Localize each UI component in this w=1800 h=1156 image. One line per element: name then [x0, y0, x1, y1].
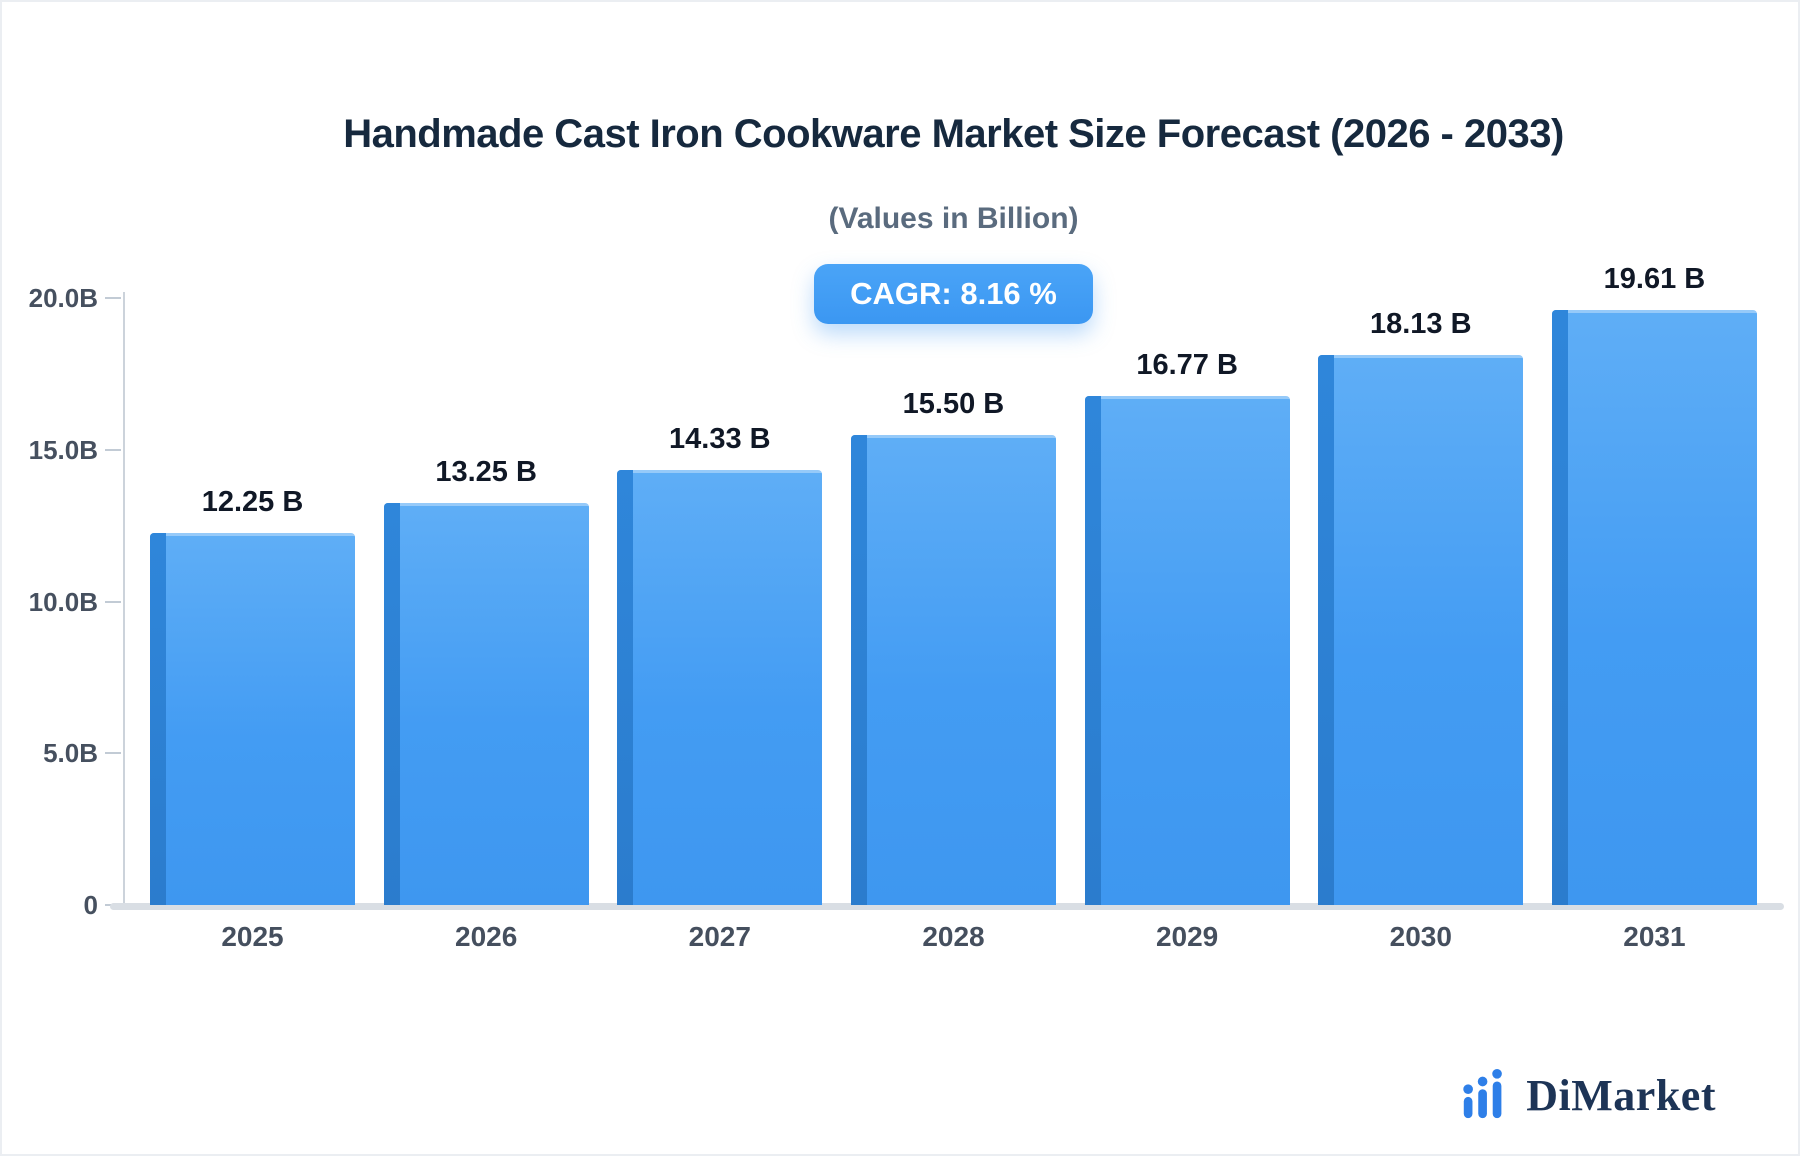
y-axis-tick-label: 15.0B: [28, 434, 98, 465]
y-axis: 20.0B 15.0B 10.0B 5.0B 0: [2, 283, 98, 920]
y-axis-tick-label: 10.0B: [28, 586, 98, 617]
y-axis-tick-label: 5.0B: [43, 738, 98, 769]
x-axis-label-2031: 2031: [1623, 921, 1686, 952]
y-axis-tick-label: 20.0B: [28, 283, 98, 313]
bar-value-label: 16.77 B: [1136, 349, 1238, 382]
bar-value-label: 19.61 B: [1603, 262, 1706, 295]
y-axis-tick-mark: [105, 448, 121, 451]
x-axis-label-2028: 2028: [922, 921, 985, 952]
chart-subtitle: (Values in Billion): [828, 202, 1079, 235]
y-axis-tick-mark: [105, 752, 121, 755]
x-axis-labels: 2025 2026 2027 2028 2029 2030 2031: [125, 921, 1782, 953]
plot-area: 12.25 B 13.25 B 14.33 B 15.50 B 16.77 B 18.13…: [125, 263, 1782, 906]
x-axis-label-2030: 2030: [1389, 921, 1452, 952]
y-axis-line: [123, 292, 125, 908]
bar-2025[interactable]: 12.25 B: [150, 486, 355, 905]
brand-logo-text: DiMarket: [1526, 1070, 1716, 1120]
cagr-badge: CAGR: 8.16 %: [814, 264, 1093, 324]
y-axis-tick-mark: [105, 600, 121, 603]
bar-value-label: 12.25 B: [201, 486, 304, 519]
badge-row: CAGR: 8.16 %: [125, 264, 1782, 324]
bar-2028[interactable]: 15.50 B: [850, 388, 1056, 906]
bar-value-label: 15.50 B: [902, 387, 1005, 420]
y-axis-tick-label: 0: [83, 890, 98, 920]
x-axis-label-2027: 2027: [688, 921, 751, 952]
bar-2026[interactable]: 13.25 B: [383, 456, 589, 906]
bar-2030[interactable]: 18.13 B: [1318, 308, 1524, 906]
brand-logo: DiMarket: [1458, 1068, 1716, 1122]
x-axis-label-2029: 2029: [1155, 921, 1219, 952]
x-axis-label-2025: 2025: [221, 921, 284, 952]
bar-value-label: 18.13 B: [1369, 307, 1472, 340]
y-axis-tick-mark: [105, 297, 121, 299]
bar-2027[interactable]: 14.33 B: [617, 423, 823, 905]
bar-2031[interactable]: 19.61 B: [1551, 263, 1757, 906]
bar-value-label: 14.33 B: [669, 423, 771, 456]
x-axis-label-2026: 2026: [455, 921, 518, 952]
chart-title: Handmade Cast Iron Cookware Market Size …: [343, 112, 1564, 156]
bar-chart-logo-icon: [1463, 1068, 1503, 1119]
bar-2029[interactable]: 16.77 B: [1084, 349, 1290, 905]
x-axis-baseline: [110, 903, 1784, 910]
bar-value-label: 13.25 B: [435, 455, 537, 488]
